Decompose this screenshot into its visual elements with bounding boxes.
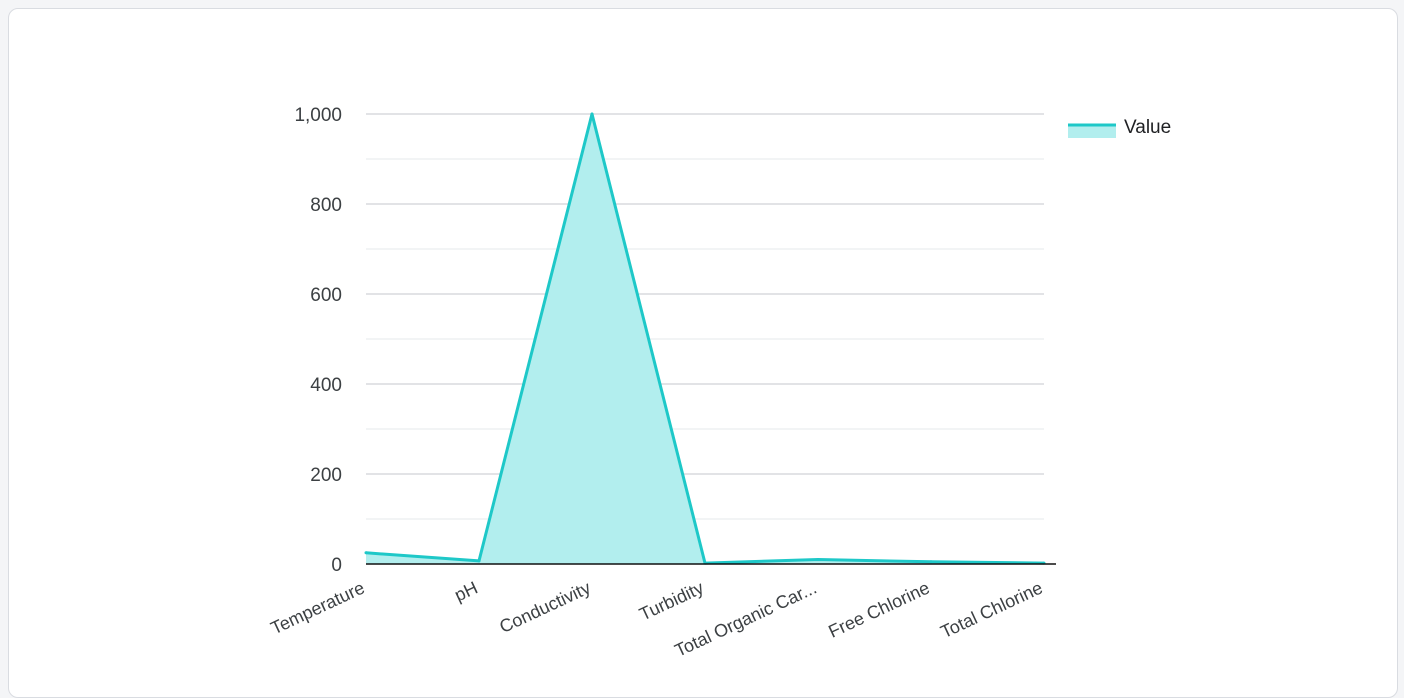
legend-label: Value — [1124, 117, 1171, 138]
x-tick-label: Turbidity — [636, 577, 706, 624]
data-point-0[interactable] — [364, 551, 368, 555]
y-tick-label: 200 — [310, 465, 342, 486]
legend[interactable]: Value — [1068, 117, 1171, 138]
y-axis: 0 200 400 600 800 1,000 — [294, 105, 342, 576]
x-axis: Temperature pH Conductivity Turbidity Total … — [268, 563, 1056, 661]
x-tick-label: Free Chlorine — [825, 577, 932, 641]
data-point-4[interactable] — [816, 558, 820, 561]
x-tick-label: Total Chlorine — [937, 577, 1045, 642]
data-point-2[interactable] — [590, 112, 594, 116]
y-tick-label: 0 — [331, 555, 342, 576]
data-point-1[interactable] — [477, 559, 481, 563]
x-tick-label: Temperature — [268, 577, 368, 638]
y-tick-label: 1,000 — [294, 105, 342, 126]
x-tick-label: Conductivity — [496, 577, 593, 637]
data-point-5[interactable] — [929, 560, 933, 564]
series-area-fill — [366, 114, 1044, 564]
area-chart: 0 200 400 600 800 1,000 Temperature pH Conducti… — [268, 105, 1172, 661]
gridlines — [366, 113, 1044, 520]
chart-card — [8, 8, 1398, 698]
legend-swatch — [1068, 126, 1116, 138]
x-tick-label: pH — [451, 577, 480, 605]
y-tick-label: 600 — [310, 285, 342, 306]
y-tick-label: 800 — [310, 195, 342, 216]
y-tick-label: 400 — [310, 375, 342, 396]
